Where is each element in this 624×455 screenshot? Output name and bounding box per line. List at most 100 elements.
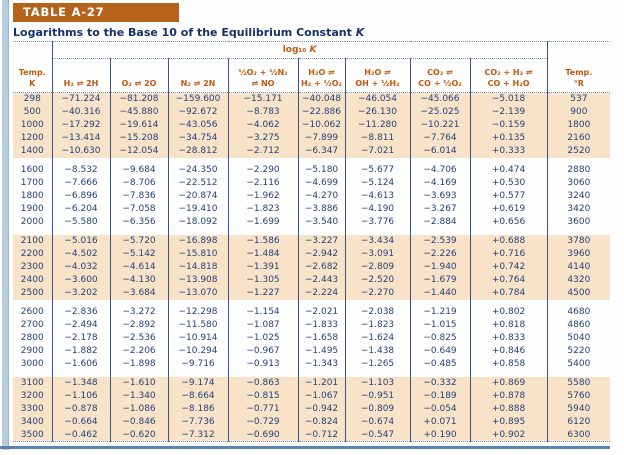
log10k-value-cell: −40.048 xyxy=(297,92,345,106)
temp-r-cell: 4500 xyxy=(546,286,611,300)
table-row: 2000 −5.580 −6.356 −18.092 −1.699 −3.540 −3.77… xyxy=(13,215,611,229)
log10k-span-header: log₁₀ K xyxy=(51,41,548,59)
log10k-value-cell: −2.290 xyxy=(227,163,298,177)
log10k-value-cell: −0.825 xyxy=(409,331,470,345)
log10k-value-cell: +0.577 xyxy=(469,189,548,203)
span-blank-left xyxy=(13,41,52,59)
log10k-value-cell: −15.810 xyxy=(167,247,228,261)
log10k-value-cell: −4.130 xyxy=(109,273,168,287)
temp-k-cell: 2800 xyxy=(20,333,44,343)
temp-r-cell: 2520 xyxy=(546,144,611,158)
log10k-value-cell: −3.886 xyxy=(297,202,345,216)
log10k-value-cell: −1.201 xyxy=(297,376,345,390)
table-title-text: Logarithms to the Base 10 of the Equilib… xyxy=(13,26,352,39)
log10k-value-cell: −1.440 xyxy=(409,286,470,300)
log10k-value-cell: −11.280 xyxy=(344,118,410,132)
log10k-value-cell: −1.340 xyxy=(109,389,168,403)
gap-cell xyxy=(546,370,611,377)
table-banner: TABLE A-27 xyxy=(13,3,179,22)
span-header-row: log₁₀ K xyxy=(13,41,611,59)
log10k-value-cell: +0.333 xyxy=(469,144,548,158)
table-row: 2400 −3.600 −4.130 −13.908 −1.305 −2.443 −2.52… xyxy=(13,273,611,287)
gap-cell xyxy=(344,228,410,235)
temp-k-cell: 3500 xyxy=(13,428,52,442)
temp-r-cell: 2160 xyxy=(546,131,611,145)
log10k-value-cell: −7.736 xyxy=(167,415,228,429)
log10k-value-cell: −8.811 xyxy=(344,131,410,145)
log10k-value-cell: −1.265 xyxy=(344,357,410,371)
log10k-value-cell: −10.294 xyxy=(167,344,228,358)
equilibrium-constant-table: log₁₀ K Temp. K H₂ ⇌ 2H O₂ ⇌ 2O N₂ ⇌ 2N ½O₂ … xyxy=(13,41,611,442)
log10k-value-cell: −0.809 xyxy=(344,402,410,416)
log10k-value-cell: −0.485 xyxy=(409,357,470,371)
log10k-value-cell: +0.742 xyxy=(469,260,548,274)
log10k-value-cell: +0.716 xyxy=(469,247,548,261)
temp-k-cell: 1800 xyxy=(20,191,44,201)
log10k-value-cell: +0.619 xyxy=(469,202,548,216)
log10k-value-cell: −92.672 xyxy=(167,105,228,119)
log10k-value-cell: +0.888 xyxy=(469,402,548,416)
log10k-value-cell: −15.171 xyxy=(227,92,298,106)
table-title-k: K xyxy=(355,26,365,39)
temp-k-cell: 2600 xyxy=(20,307,44,317)
table-row: 2300 −4.032 −4.614 −14.818 −1.391 −2.682 −2.80… xyxy=(13,260,611,274)
temp-k-cell: 3100 xyxy=(13,376,52,390)
log10k-value-cell: −1.227 xyxy=(227,286,298,300)
temp-r-cell: 5580 xyxy=(546,376,611,390)
table-row: 2600 −2.836 −3.272 −12.298 −1.154 −2.021 −2.03… xyxy=(13,305,611,319)
log10k-value-cell: −1.015 xyxy=(409,318,470,332)
log10k-value-cell: −2.226 xyxy=(409,247,470,261)
log10k-value-cell: −0.771 xyxy=(227,402,298,416)
gap-cell xyxy=(227,370,298,377)
log10k-value-cell: +0.688 xyxy=(469,234,548,248)
log10k-value-cell: −4.706 xyxy=(409,163,470,177)
column-header: O₂ ⇌ 2O xyxy=(109,58,168,93)
table-row: 2200 −4.502 −5.142 −15.810 −1.484 −2.942 −3.09… xyxy=(13,247,611,261)
gap-cell xyxy=(297,157,345,164)
log10k-value-cell: −0.674 xyxy=(344,415,410,429)
log10k-value-cell: −5.124 xyxy=(344,176,410,190)
group-gap-row xyxy=(13,299,611,306)
log10k-value-cell: −2.536 xyxy=(109,331,168,345)
log10k-value-cell: −1.610 xyxy=(109,376,168,390)
temp-k-cell: 2000 xyxy=(20,217,44,227)
log10k-value-cell: −4.270 xyxy=(297,189,345,203)
temp-k-cell: 3400 xyxy=(13,415,52,429)
log10k-value-cell: −2.270 xyxy=(344,286,410,300)
log10k-value-cell: −0.664 xyxy=(51,415,110,429)
log10k-value-cell: −1.962 xyxy=(227,189,298,203)
log10k-value-cell: −1.679 xyxy=(409,273,470,287)
log10k-value-cell: −0.824 xyxy=(297,415,345,429)
temp-r-cell: 5760 xyxy=(546,389,611,403)
log10k-value-cell: −1.882 xyxy=(51,344,110,358)
temp-k-cell: 1000 xyxy=(13,118,52,132)
gap-cell xyxy=(409,370,470,377)
table-row: 2500 −3.202 −3.684 −13.070 −1.227 −2.224 −2.27… xyxy=(13,286,611,300)
log10k-value-cell: −81.208 xyxy=(109,92,168,106)
log10k-value-cell: −4.699 xyxy=(297,176,345,190)
log10k-value-cell: −2.178 xyxy=(51,331,110,345)
log10k-value-cell: +0.784 xyxy=(469,286,548,300)
log10k-value-cell: −2.520 xyxy=(344,273,410,287)
group-gap-row xyxy=(13,228,611,235)
log10k-value-cell: −0.863 xyxy=(227,376,298,390)
gap-cell xyxy=(344,299,410,306)
log10k-value-cell: −7.764 xyxy=(409,131,470,145)
log10k-value-cell: −46.054 xyxy=(344,92,410,106)
temp-k-cell: 1200 xyxy=(13,131,52,145)
gap-cell xyxy=(167,299,228,306)
log10k-value-cell: −5.720 xyxy=(109,234,168,248)
temp-k-cell: 1900 xyxy=(20,204,44,214)
log10k-value-cell: −7.899 xyxy=(297,131,345,145)
span-blank-right xyxy=(546,41,611,59)
log10k-value-cell: −4.613 xyxy=(344,189,410,203)
log10k-value-cell: −2.884 xyxy=(409,215,470,229)
log10k-value-cell: −1.624 xyxy=(344,331,410,345)
log10k-value-cell: −8.186 xyxy=(167,402,228,416)
log10k-value-cell: −3.275 xyxy=(227,131,298,145)
temp-r-cell: 3060 xyxy=(546,176,611,190)
log10k-value-cell: −4.502 xyxy=(51,247,110,261)
table-row: 3200 −1.106 −1.340 −8.664 −0.815 −1.067 −0.951… xyxy=(13,389,611,403)
log10k-value-cell: −6.347 xyxy=(297,144,345,158)
log10k-value-cell: −7.666 xyxy=(51,176,110,190)
